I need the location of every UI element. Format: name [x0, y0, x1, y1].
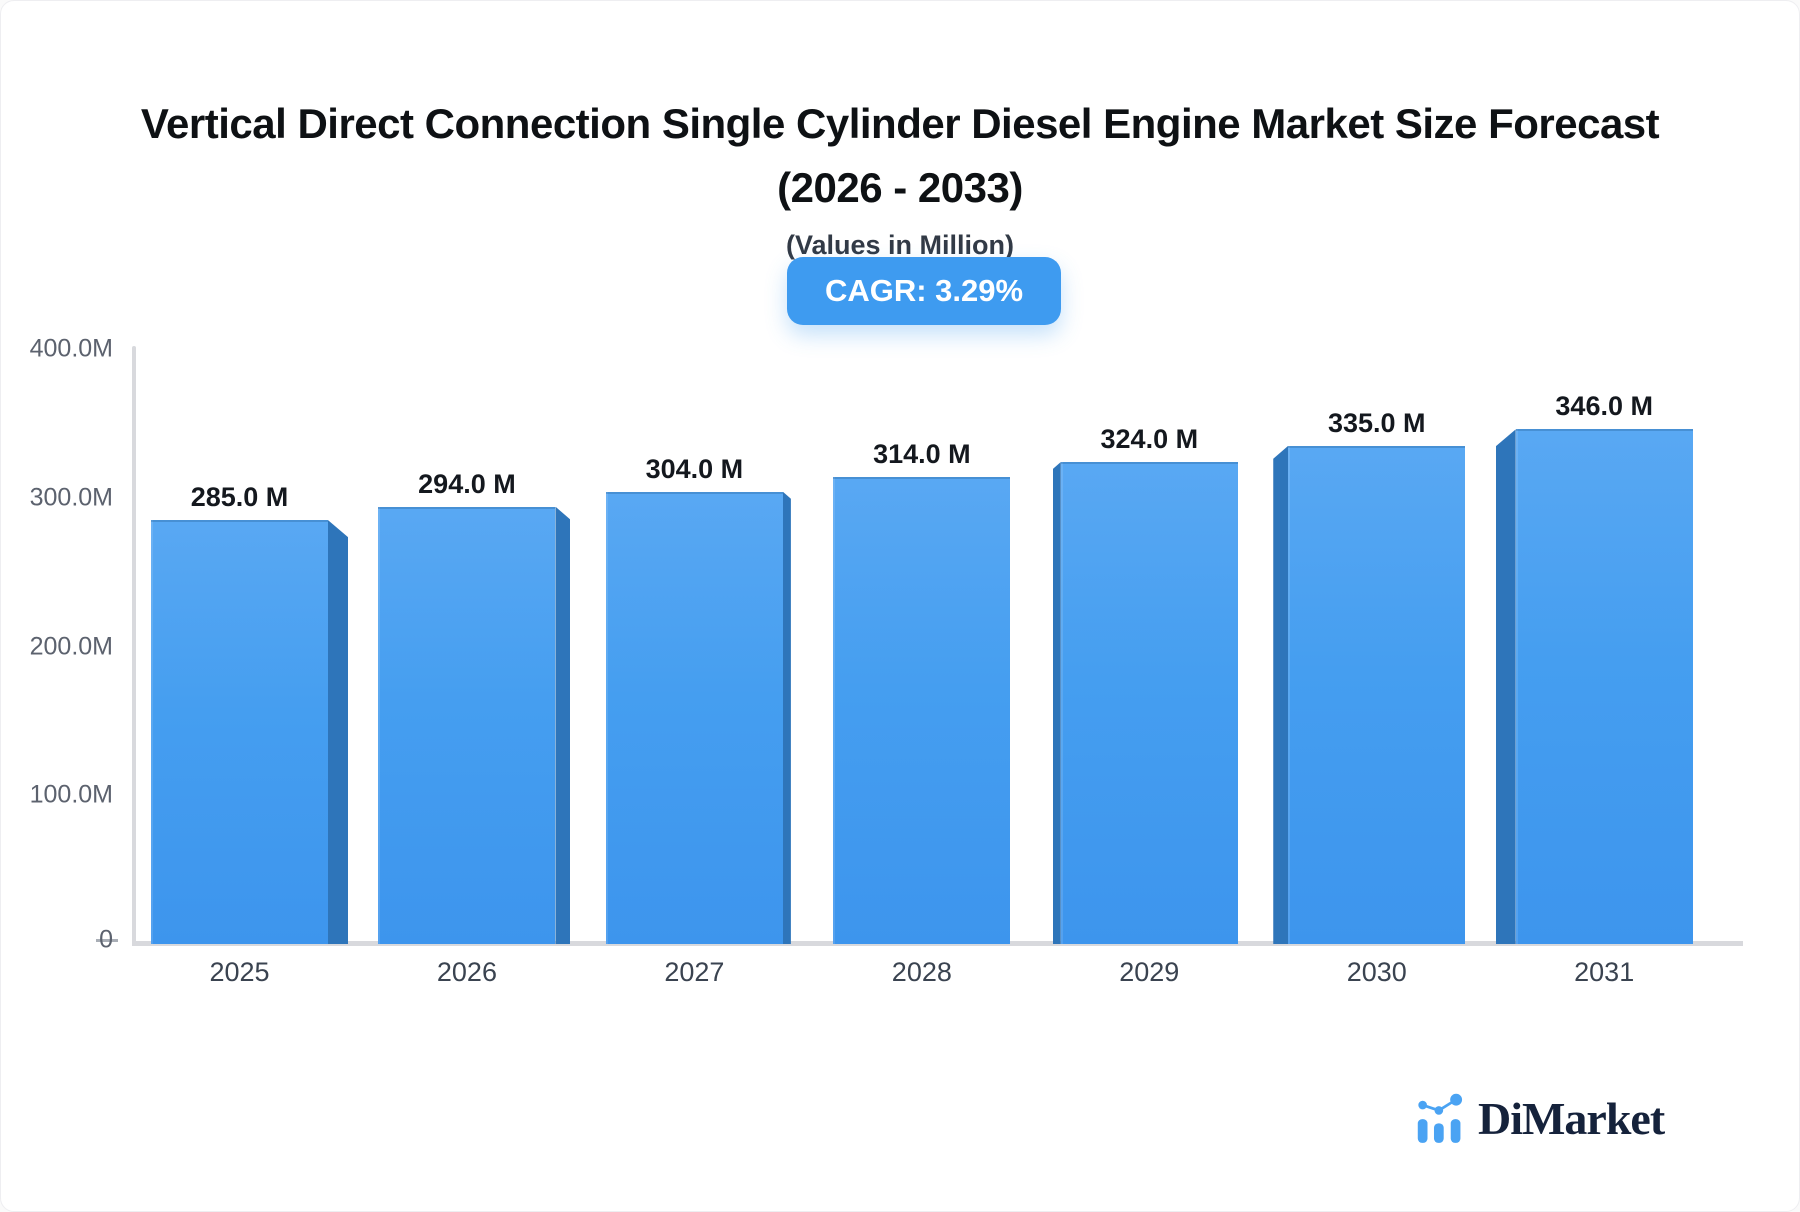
chart-title: Vertical Direct Connection Single Cylind… — [140, 100, 1660, 147]
bar-value-label: 285.0 M — [190, 482, 289, 513]
bar-3d-side — [328, 520, 348, 944]
bar-2026[interactable] — [378, 506, 556, 944]
bar-3d-side — [1052, 462, 1061, 944]
bar-2030[interactable] — [1288, 445, 1466, 944]
bar-value-label: 294.0 M — [418, 468, 516, 499]
x-tick-label-2030: 2030 — [1346, 957, 1407, 987]
x-tick-label-2028: 2028 — [891, 957, 952, 987]
bar-2028[interactable] — [833, 476, 1011, 944]
y-tick-label: 200.0M — [29, 632, 113, 660]
x-tick-label-2029: 2029 — [1119, 957, 1180, 987]
y-tick-label: 100.0M — [29, 780, 113, 809]
x-tick-label-2027: 2027 — [664, 957, 725, 987]
y-tick-label: 400.0M — [29, 334, 113, 363]
logo-text: DiMarket — [1478, 1092, 1665, 1144]
bar-2031[interactable] — [1515, 429, 1693, 944]
bar-value-label: 335.0 M — [1327, 407, 1426, 438]
bar-3d-side — [1273, 445, 1289, 944]
y-tick-label: 0 — [99, 925, 113, 954]
bar-3d-side — [782, 491, 791, 944]
bar-value-label: 324.0 M — [1100, 424, 1199, 455]
bar-3d-side — [555, 506, 571, 944]
y-tick-label: 300.0M — [29, 483, 113, 512]
bar-3d-side — [1495, 429, 1516, 944]
cagr-badge: CAGR: 3.29% — [787, 257, 1061, 325]
bar-value-label: 304.0 M — [645, 453, 744, 484]
logo: DiMarket — [1416, 1091, 1665, 1145]
bar-2029[interactable] — [1060, 462, 1238, 944]
chart-title-years: (2026 - 2033) — [777, 164, 1023, 211]
x-tick-label-2025: 2025 — [209, 957, 270, 987]
chart-subtitle: (Values in Million) — [785, 230, 1015, 260]
bar-value-label: 346.0 M — [1555, 391, 1653, 422]
zero-tick-mark — [96, 939, 118, 942]
mini-bar-chart-icon — [1417, 1093, 1463, 1143]
bar-2025[interactable] — [151, 520, 328, 944]
bar-2027[interactable] — [605, 491, 783, 944]
x-tick-label-2026: 2026 — [436, 957, 497, 987]
bar-value-label: 314.0 M — [873, 438, 971, 469]
x-tick-label-2031: 2031 — [1574, 957, 1635, 987]
y-axis-line — [132, 346, 136, 944]
